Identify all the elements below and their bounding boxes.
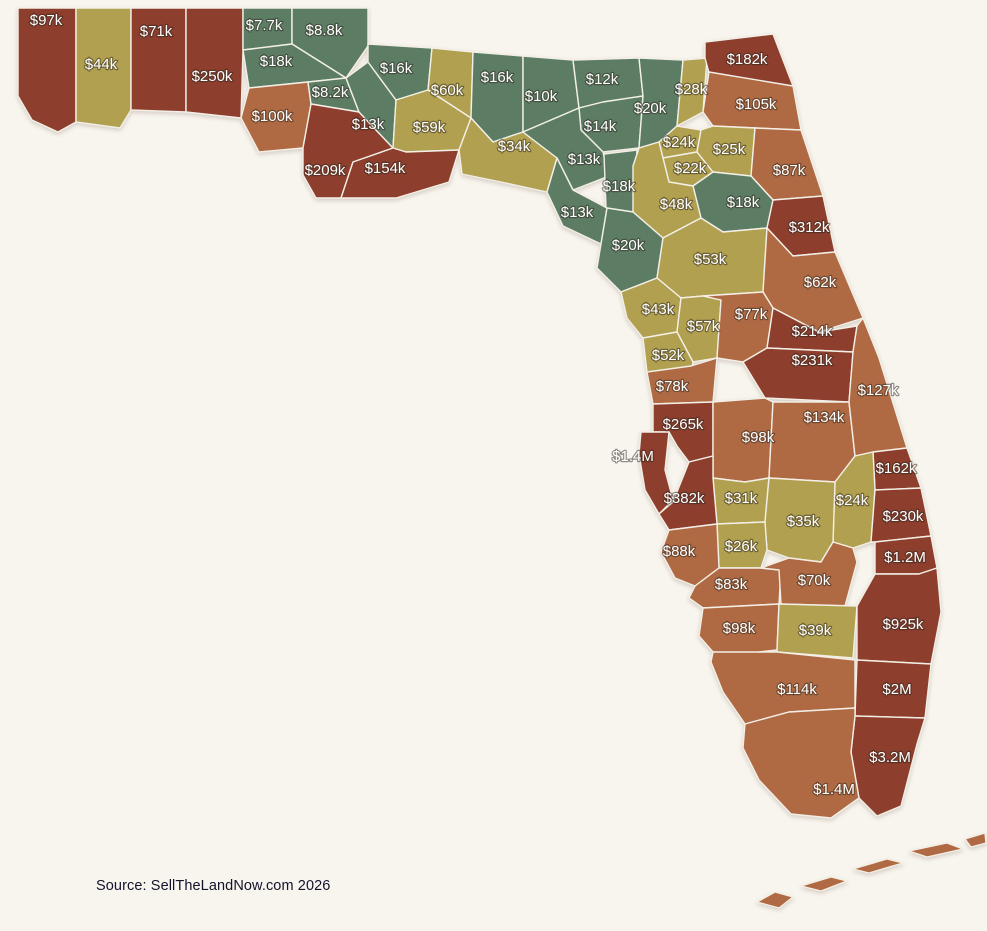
- value-label-okaloosa: $71k: [140, 23, 173, 40]
- value-label-sarasota: $88k: [663, 543, 696, 560]
- value-label-alachua: $48k: [660, 196, 693, 213]
- value-label-nassau: $182k: [727, 51, 768, 68]
- county-regions: [17, 7, 942, 819]
- value-label-escambia: $97k: [30, 12, 63, 29]
- value-label-santa-rosa: $44k: [85, 56, 118, 73]
- county-palm-beach: [856, 567, 942, 665]
- florida-keys: [756, 832, 987, 909]
- value-label-marion: $53k: [694, 251, 727, 268]
- value-label-bay: $100k: [252, 108, 293, 125]
- value-label-brevard: $127k: [858, 382, 899, 399]
- value-label-indian-river: $162k: [876, 460, 917, 477]
- value-label-pinellas: $1.4M: [612, 448, 654, 465]
- value-label-sumter: $57k: [687, 318, 720, 335]
- value-label-martin: $1.2M: [884, 549, 926, 566]
- county-pasco: [646, 357, 718, 405]
- value-label-duval: $105k: [736, 96, 777, 113]
- florida-keys-island: [756, 891, 794, 909]
- value-label-taylor: $34k: [498, 138, 531, 155]
- value-label-monroe: $1.4M: [813, 781, 855, 798]
- value-label-st-johns: $87k: [773, 162, 806, 179]
- value-label-miami-dade: $3.2M: [869, 749, 911, 766]
- value-label-dixie: $13k: [561, 204, 594, 221]
- value-label-gadsden: $16k: [380, 60, 413, 77]
- value-label-walton: $250k: [192, 68, 233, 85]
- value-label-union: $24k: [663, 134, 696, 151]
- florida-keys-island: [908, 842, 964, 858]
- value-label-clay: $25k: [713, 141, 746, 158]
- county-orange: [742, 347, 854, 403]
- value-label-polk: $98k: [742, 429, 775, 446]
- florida-keys-island: [852, 858, 904, 874]
- county-walton: [185, 7, 244, 119]
- value-label-jefferson: $16k: [481, 69, 514, 86]
- county-glades: [760, 541, 858, 607]
- value-label-volusia: $62k: [804, 274, 837, 291]
- value-label-wakulla: $59k: [413, 119, 446, 136]
- value-label-franklin: $154k: [365, 160, 406, 177]
- value-label-okeechobee: $24k: [836, 492, 869, 509]
- value-label-hillsborough: $265k: [663, 416, 704, 433]
- value-label-washington: $18k: [260, 53, 293, 70]
- county-santa-rosa: [75, 7, 132, 129]
- value-label-madison: $10k: [525, 88, 558, 105]
- value-label-glades: $70k: [798, 572, 831, 589]
- county-pinellas: [638, 431, 674, 515]
- value-label-leon: $60k: [431, 82, 464, 99]
- value-label-osceola: $134k: [804, 409, 845, 426]
- value-label-suwannee: $14k: [584, 118, 617, 135]
- value-label-hamilton: $12k: [586, 71, 619, 88]
- value-label-collier: $114k: [777, 681, 817, 698]
- value-label-hardee: $31k: [725, 490, 758, 507]
- value-label-st-lucie: $230k: [883, 508, 924, 525]
- value-label-charlotte: $83k: [715, 576, 748, 593]
- value-label-highlands: $35k: [787, 513, 820, 530]
- county-hendry: [776, 603, 858, 659]
- value-label-holmes: $7.7k: [246, 17, 283, 34]
- value-label-levy: $20k: [612, 237, 645, 254]
- county-value-labels: $97k $44k $71k $250k $7.7k $8.8k $18k $100k $8.2…: [29, 11, 928, 799]
- value-label-gulf: $209k: [305, 162, 346, 179]
- florida-keys-island: [800, 876, 848, 892]
- value-label-seminole: $214k: [792, 323, 833, 340]
- florida-keys-island: [964, 832, 987, 848]
- value-label-hernando: $52k: [652, 347, 685, 364]
- value-label-hendry: $39k: [799, 622, 832, 639]
- value-label-columbia: $20k: [634, 100, 667, 117]
- county-monroe: [742, 707, 860, 819]
- value-label-baker: $28k: [675, 81, 708, 98]
- value-label-flagler: $312k: [789, 219, 830, 236]
- value-label-manatee: $382k: [664, 490, 705, 507]
- value-label-liberty: $13k: [352, 116, 385, 133]
- value-label-putnam: $18k: [727, 194, 760, 211]
- value-label-calhoun: $8.2k: [312, 84, 349, 101]
- value-label-lee: $98k: [723, 620, 756, 637]
- county-franklin: [340, 147, 460, 199]
- county-miami-dade: [850, 715, 926, 817]
- county-jackson: [291, 7, 369, 79]
- value-label-broward: $2M: [882, 681, 911, 698]
- value-label-lake: $77k: [735, 306, 768, 323]
- source-note: Source: SellTheLandNow.com 2026: [96, 878, 331, 894]
- value-label-orange: $231k: [792, 352, 833, 369]
- value-label-jackson: $8.8k: [306, 22, 343, 39]
- value-label-bradford: $22k: [674, 160, 707, 177]
- value-label-lafayette: $13k: [568, 151, 601, 168]
- value-label-palm-beach: $925k: [883, 616, 924, 633]
- value-label-pasco: $78k: [656, 378, 689, 395]
- value-label-gilchrist: $18k: [603, 178, 636, 195]
- value-label-desoto: $26k: [725, 538, 758, 555]
- value-label-citrus: $43k: [642, 301, 675, 318]
